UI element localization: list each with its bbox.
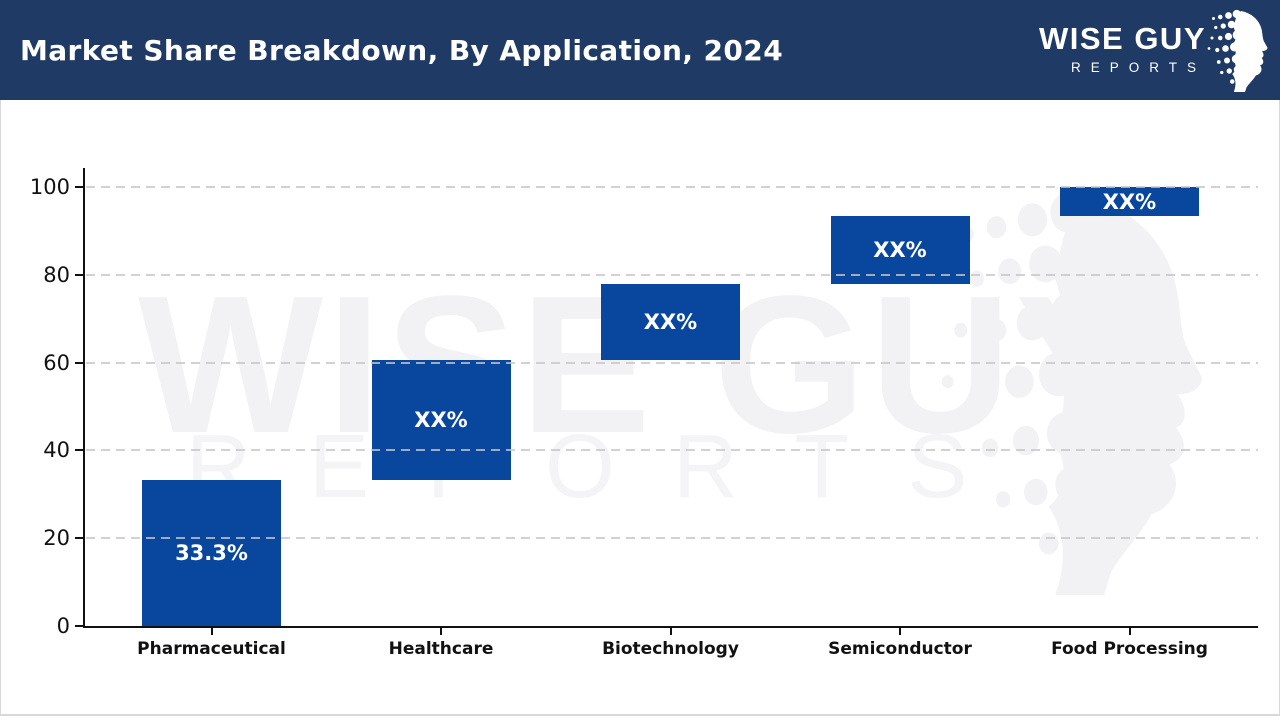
y-tick-label-80: 80 [43, 262, 70, 287]
gridline-80 [86, 273, 1258, 276]
bar-value-label-biotechnology: XX% [643, 309, 698, 334]
wise-guy-head-icon [1207, 9, 1268, 92]
watermark-subtitle: REPORTS [186, 417, 1026, 517]
gridline-100 [86, 186, 1258, 188]
bar-value-label-semiconductor: XX% [873, 237, 927, 262]
gridline-20 [86, 537, 1258, 540]
y-tick-0 [75, 625, 84, 627]
bar-food-processing [1060, 187, 1199, 217]
gridline-40 [86, 449, 1258, 452]
y-tick-label-60: 60 [43, 350, 70, 375]
category-label-pharmaceutical: Pharmaceutical [137, 639, 286, 659]
header-bar: Market Share Breakdown, By Application, … [0, 0, 1280, 100]
bar-healthcare [371, 359, 511, 480]
y-tick-100 [75, 186, 84, 188]
category-label-biotechnology: Biotechnology [602, 639, 739, 659]
y-tick-label-40: 40 [43, 438, 70, 463]
logo-wordmark: WISE GUY [1038, 21, 1206, 56]
bar-value-label-healthcare: XX% [414, 407, 468, 432]
x-tick-food-processing [1128, 628, 1131, 635]
bar-biotechnology [601, 283, 740, 360]
bar-value-label-pharmaceutical: 33.3% [175, 540, 248, 565]
y-tick-label-20: 20 [43, 526, 70, 551]
chart-title: Market Share Breakdown, By Application, … [20, 34, 784, 67]
y-tick-60 [75, 361, 84, 364]
y-tick-40 [75, 449, 84, 452]
logo-subtitle: REPORTS [1070, 60, 1206, 75]
category-label-food-processing: Food Processing [1051, 639, 1208, 659]
y-axis-line [83, 168, 85, 628]
logo-text: WISE GUY REPORTS [1039, 22, 1206, 78]
x-tick-biotechnology [669, 628, 672, 635]
bar-semiconductor [830, 216, 970, 284]
x-tick-pharmaceutical [210, 628, 213, 635]
x-tick-semiconductor [899, 628, 901, 635]
gridline-60 [86, 361, 1258, 364]
category-label-healthcare: Healthcare [388, 639, 494, 659]
x-tick-healthcare [440, 628, 442, 635]
category-label-semiconductor: Semiconductor [828, 639, 972, 659]
bar-pharmaceutical [142, 479, 281, 626]
y-tick-label-100: 100 [29, 175, 70, 199]
y-tick-80 [75, 273, 84, 276]
wise-guy-logo: WISE GUY REPORTS [1039, 8, 1268, 92]
y-tick-label-0: 0 [56, 614, 70, 638]
bar-value-label-food-processing: XX% [1102, 189, 1157, 214]
x-axis-line [83, 626, 1258, 628]
y-tick-20 [75, 537, 84, 540]
